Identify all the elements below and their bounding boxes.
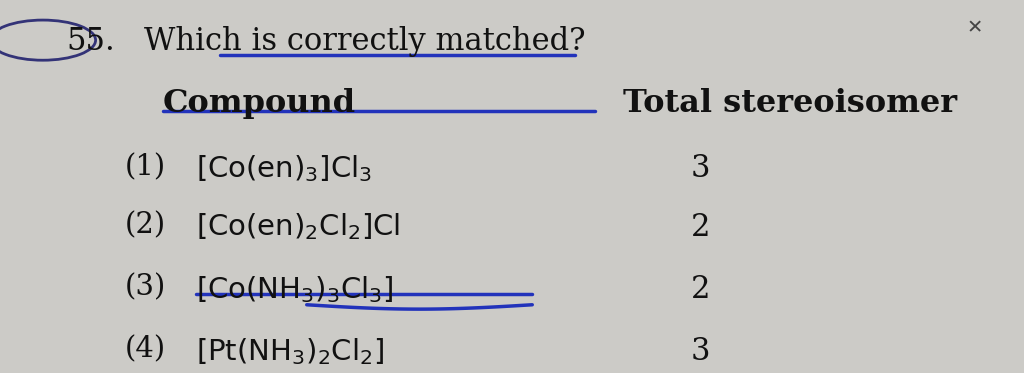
Text: $[\mathrm{Co(en)_2Cl_2}]\mathrm{Cl}$: $[\mathrm{Co(en)_2Cl_2}]\mathrm{Cl}$ (197, 212, 400, 242)
Text: $[\mathrm{Co(en)_3}]\mathrm{Cl_3}$: $[\mathrm{Co(en)_3}]\mathrm{Cl_3}$ (197, 153, 373, 184)
Text: (2): (2) (124, 212, 166, 240)
Text: (1): (1) (124, 153, 166, 181)
Text: (4): (4) (124, 336, 166, 364)
Text: Which is correctly matched?: Which is correctly matched? (143, 25, 585, 57)
Text: 55.: 55. (67, 25, 116, 57)
Text: Compound: Compound (163, 88, 356, 119)
Text: 2: 2 (690, 212, 710, 243)
Text: $[\mathrm{Co(NH_3)_3Cl_3}]$: $[\mathrm{Co(NH_3)_3Cl_3}]$ (197, 274, 394, 304)
Text: 3: 3 (690, 336, 710, 367)
Text: 2: 2 (690, 274, 710, 305)
Text: 3: 3 (690, 153, 710, 184)
Text: (3): (3) (124, 274, 166, 302)
Text: ✕: ✕ (967, 18, 983, 37)
Text: Total stereoisomer: Total stereoisomer (624, 88, 957, 119)
Text: $[\mathrm{Pt(NH_3)_2Cl_2}]$: $[\mathrm{Pt(NH_3)_2Cl_2}]$ (197, 336, 385, 367)
